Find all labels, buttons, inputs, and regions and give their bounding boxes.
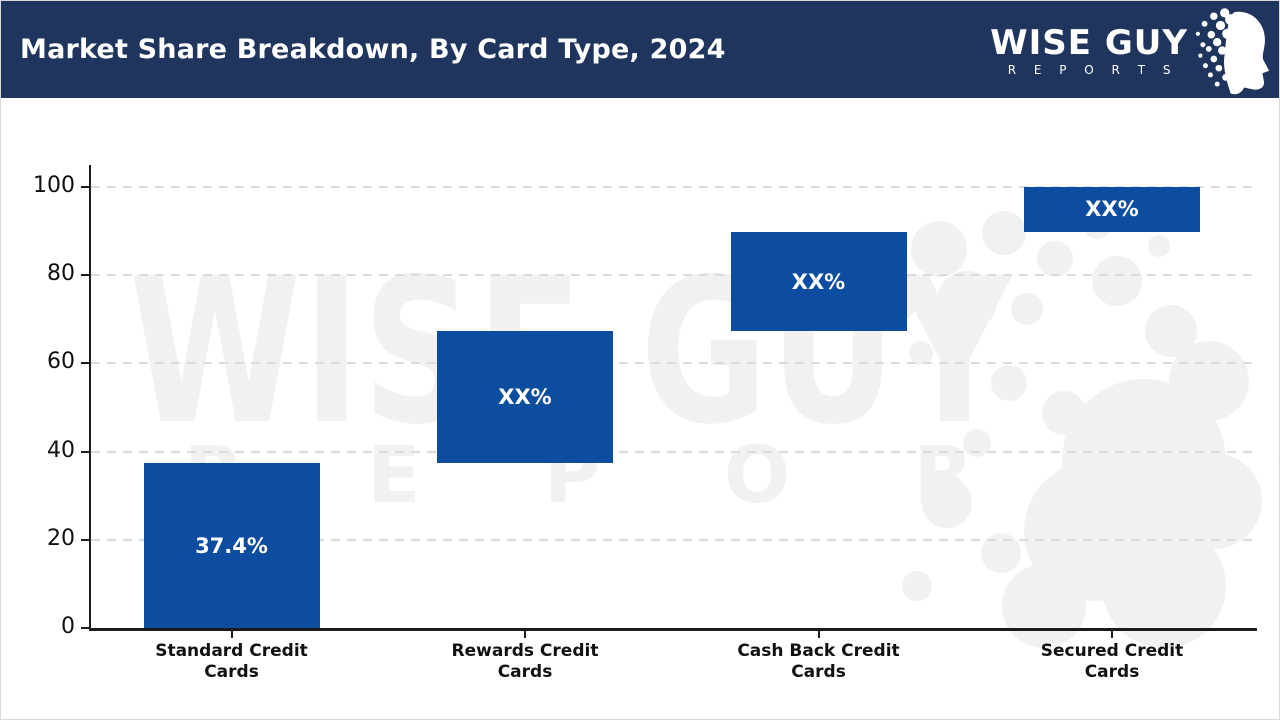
x-tick-mark xyxy=(817,631,820,638)
y-tick-mark xyxy=(81,362,89,365)
y-tick-mark xyxy=(81,274,89,277)
bar-segment: XX% xyxy=(1024,187,1200,232)
logo-wordmark: WISE GUY xyxy=(990,22,1188,63)
y-tick-mark xyxy=(81,450,89,453)
bar-segment: XX% xyxy=(730,231,907,332)
gridline xyxy=(91,274,1257,277)
y-tick-label: 100 xyxy=(33,173,75,198)
x-category-label: Standard Credit Cards xyxy=(155,641,308,682)
bar-value-label: XX% xyxy=(498,385,552,410)
y-axis xyxy=(89,165,91,631)
bar-value-label: 37.4% xyxy=(195,533,268,558)
y-tick-label: 40 xyxy=(47,437,75,463)
chart-header: Market Share Breakdown, By Card Type, 20… xyxy=(1,1,1279,98)
y-tick-mark xyxy=(81,538,89,541)
wiseguy-logo: WISE GUY R E P O R T S xyxy=(990,7,1272,95)
logo-subtext: R E P O R T S xyxy=(1007,62,1178,77)
y-tick-mark xyxy=(81,627,89,629)
chart-title: Market Share Breakdown, By Card Type, 20… xyxy=(20,33,726,65)
x-category-label: Rewards Credit Cards xyxy=(451,641,599,682)
x-tick-mark xyxy=(230,631,233,638)
bar-segment: XX% xyxy=(437,331,613,464)
bar-value-label: XX% xyxy=(791,269,846,294)
x-tick-mark xyxy=(524,631,526,638)
x-category-label: Cash Back Credit Cards xyxy=(737,641,900,682)
y-tick-label: 80 xyxy=(47,261,75,287)
wiseguy-face-icon xyxy=(1195,8,1270,95)
bar-segment: 37.4% xyxy=(143,463,320,628)
y-tick-label: 0 xyxy=(61,614,75,639)
gridline xyxy=(91,362,1257,365)
y-tick-mark xyxy=(81,186,89,188)
y-tick-label: 20 xyxy=(47,525,75,551)
gridline xyxy=(91,450,1257,453)
x-tick-mark xyxy=(1111,631,1113,638)
gridline xyxy=(91,538,1257,541)
bar-value-label: XX% xyxy=(1085,197,1139,222)
watermark-face-icon xyxy=(877,211,1262,648)
x-axis xyxy=(89,628,1257,631)
y-tick-label: 60 xyxy=(47,349,75,375)
gridline xyxy=(91,186,1257,188)
x-category-label: Secured Credit Cards xyxy=(1040,641,1184,682)
